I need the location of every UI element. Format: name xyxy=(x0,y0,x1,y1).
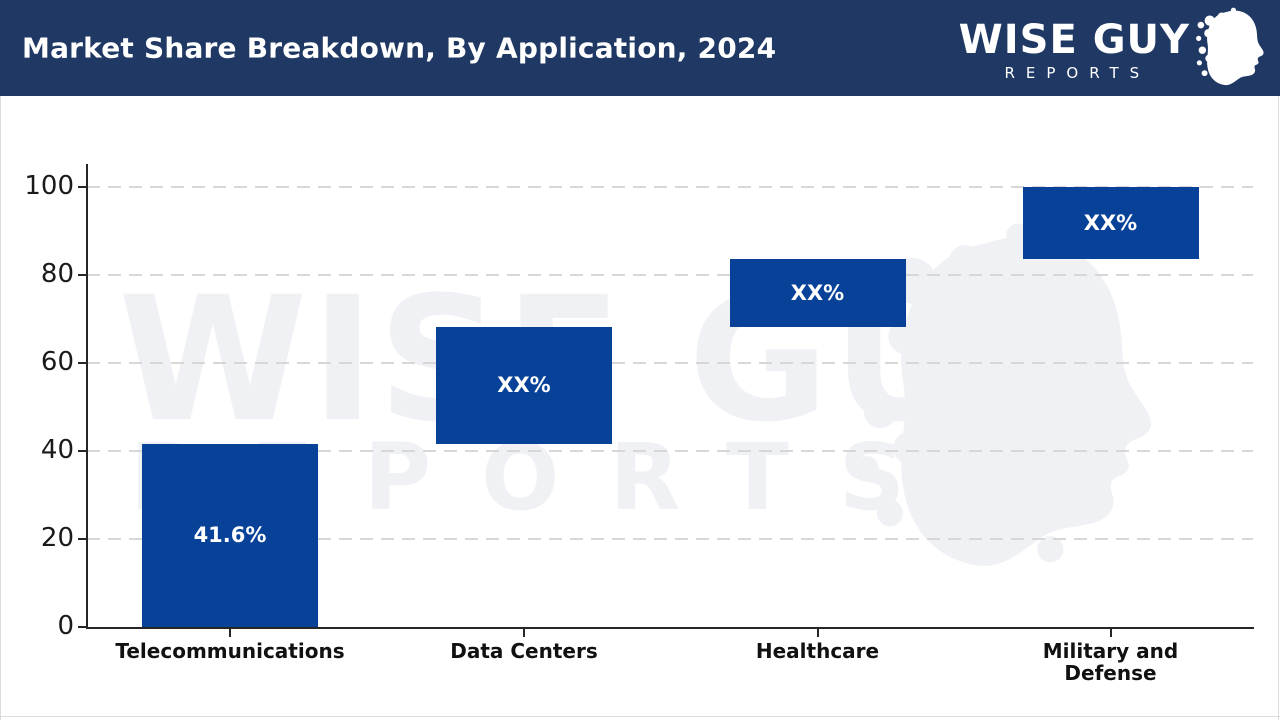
gridline-80 xyxy=(87,274,1253,276)
y-tick-label: 100 xyxy=(24,171,74,201)
x-tick-mark xyxy=(229,629,231,637)
y-tick-label: 80 xyxy=(40,259,74,289)
gridline-100 xyxy=(87,186,1253,188)
x-category-label: Healthcare xyxy=(755,639,880,663)
x-tick-mark xyxy=(1109,629,1112,637)
bar-value-label: XX% xyxy=(497,373,551,398)
right-border-line xyxy=(1278,96,1279,720)
x-tick-mark xyxy=(523,629,525,637)
x-category-label: Telecommunications xyxy=(115,639,345,663)
bar-telecommunications: 41.6% xyxy=(142,443,318,627)
left-border-line xyxy=(0,96,1,720)
logo-text: WISE GUY REPORTS xyxy=(959,18,1190,82)
bar-value-label: 41.6% xyxy=(193,523,267,548)
dotted-head-icon xyxy=(1192,6,1266,94)
gridline-40 xyxy=(87,450,1253,452)
gridline-60 xyxy=(87,362,1253,364)
x-tick-mark xyxy=(816,629,819,637)
y-tick-label: 20 xyxy=(40,523,74,553)
wise-guy-reports-logo: WISE GUY REPORTS xyxy=(959,6,1266,94)
gridline-20 xyxy=(87,538,1253,540)
y-tick-mark xyxy=(78,626,87,628)
y-tick-label: 0 xyxy=(57,611,74,641)
header-bar: Market Share Breakdown, By Application, … xyxy=(0,0,1280,96)
y-tick-mark xyxy=(78,362,87,364)
bottom-border-line xyxy=(0,716,1280,717)
y-tick-mark xyxy=(78,186,87,188)
bar-data-centers: XX% xyxy=(436,326,612,444)
y-tick-mark xyxy=(78,274,87,276)
y-axis-line xyxy=(86,164,88,629)
y-tick-label: 40 xyxy=(40,435,74,465)
x-category-label: Data Centers xyxy=(450,639,598,663)
bar-healthcare: XX% xyxy=(729,259,906,327)
page-title: Market Share Breakdown, By Application, … xyxy=(22,31,777,65)
bar-value-label: XX% xyxy=(790,281,845,306)
bar-value-label: XX% xyxy=(1083,211,1138,236)
y-tick-mark xyxy=(78,538,87,540)
x-category-label: Military and Defense xyxy=(1042,639,1179,685)
logo-subtext: REPORTS xyxy=(1004,64,1151,82)
logo-wordmark: WISE GUY xyxy=(958,17,1190,63)
y-tick-mark xyxy=(78,450,87,452)
y-tick-label: 60 xyxy=(40,347,74,377)
bar-military-and-defense: XX% xyxy=(1022,187,1199,260)
x-axis-line xyxy=(86,627,1254,629)
